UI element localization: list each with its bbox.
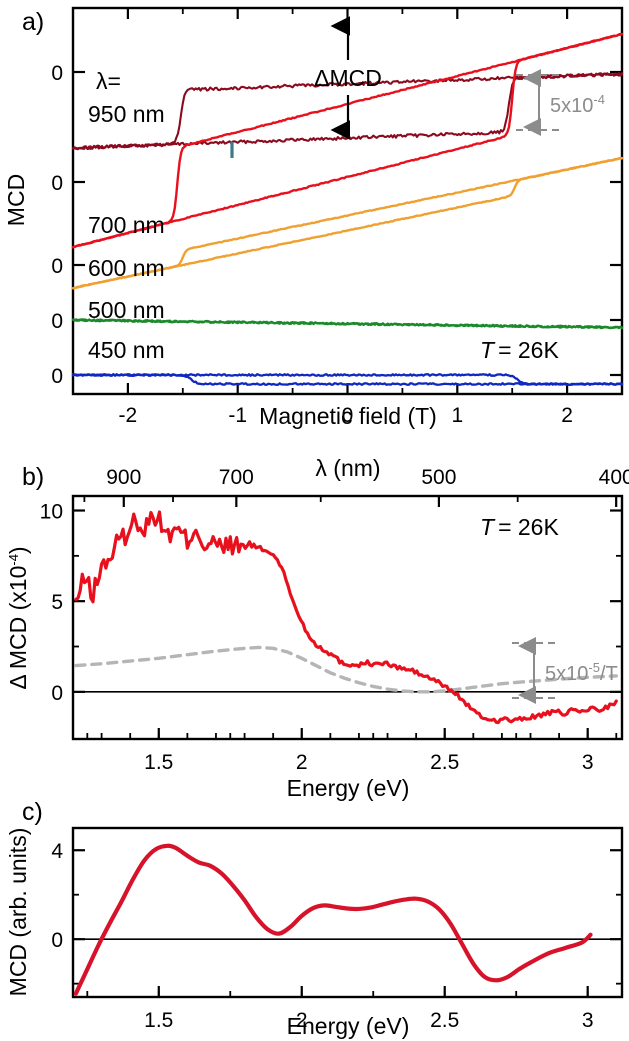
panel-b-temperature: T = 26K: [480, 514, 559, 540]
panel-c-xlabel: Energy (eV): [287, 1013, 410, 1039]
panel-b-delta-mcd-curve: [74, 510, 618, 725]
panel-b-ytick-labels: 10 5 0: [40, 501, 63, 705]
delta-mcd-annotation: ΔMCD: [314, 16, 382, 140]
panel-a-ticks: [72, 8, 623, 394]
lambda-equals-label: λ=: [96, 68, 121, 94]
panel-b-toptick-labels: 900 700 500 400: [106, 466, 629, 489]
panel-b-frame: [71, 494, 624, 741]
series-label-950nm: 950 nm: [88, 101, 165, 127]
panel-c-ytick-labels: 40: [51, 840, 63, 952]
panel-b-ticks: [73, 496, 622, 739]
series-label-450nm: 450 nm: [88, 337, 165, 363]
tick-label: 5: [51, 591, 63, 614]
tick-label: 3: [582, 1009, 594, 1032]
panel-b-xlabel: Energy (eV): [287, 775, 410, 801]
panel-c-curves: [73, 843, 593, 996]
series-label-600nm: 600 nm: [88, 255, 165, 281]
series-label-700nm: 700 nm: [88, 212, 165, 238]
panel-b-label: b): [22, 463, 44, 491]
curve-500nm: [71, 318, 624, 330]
panel-a-xlabel: Magnetic field (T): [259, 403, 437, 429]
curve-450nm: [71, 373, 624, 386]
tick-label: 2.5: [430, 1009, 459, 1032]
panel-a-ytick-labels: 0 0 0 0 0: [51, 62, 63, 388]
panel-b: b) 1.5 2 2.5 3 10 5 0 900 700 500 400 Energy (eV…: [5, 455, 629, 801]
tick-label: 400: [599, 466, 629, 489]
panel-b-background-curve: [74, 645, 618, 694]
panel-c-label: c): [22, 798, 43, 826]
tick-label: 1.5: [144, 1009, 173, 1032]
tick-label: 0: [51, 682, 63, 705]
delta-mcd-label: ΔMCD: [314, 65, 382, 91]
panel-c-mcd-curve: [73, 843, 593, 996]
panel-c-ylabel: MCD (arb. units): [5, 828, 31, 997]
tick-label: 2: [561, 404, 573, 427]
tick-label: 2.5: [430, 751, 459, 774]
tick-label: 4: [51, 840, 63, 863]
panel-c: c) 1.5 2 2.5 3 40 Energy (eV) MCD (arb. uni…: [5, 798, 624, 1039]
tick-label: 2: [296, 1009, 308, 1032]
tick-label: 0: [51, 310, 63, 333]
tick-label: 900: [106, 466, 141, 489]
scalebar-panel-a: 5x10-4: [516, 69, 605, 136]
tick-label: 500: [421, 466, 456, 489]
tick-label: 0: [51, 365, 63, 388]
panel-c-xtick-labels: 1.5 2 2.5 3: [144, 1009, 593, 1032]
tick-label: 0: [51, 62, 63, 85]
panel-b-toplabel: λ (nm): [315, 455, 380, 481]
panel-b-ylabel: Δ MCD (x10-4): [5, 546, 31, 689]
tick-label: 2: [296, 751, 308, 774]
panel-a-temperature: T = 26K: [480, 337, 559, 363]
tick-label: 700: [219, 466, 254, 489]
scalebar-b-label: 5x10-5/T: [545, 660, 618, 685]
tick-label: 0: [51, 929, 63, 952]
tick-label: -2: [119, 404, 138, 427]
tick-label: 3: [582, 751, 594, 774]
tick-label: 0: [342, 404, 354, 427]
tick-label: -1: [228, 404, 247, 427]
curve-600nm: [71, 156, 624, 290]
panel-a-ylabel: MCD: [3, 174, 29, 226]
scalebar-panel-b: 5x10-5/T: [512, 637, 618, 704]
tick-label: 0: [51, 172, 63, 195]
panel-a-xtick-labels: -2 -1 0 1 2: [119, 404, 573, 427]
tick-label: 1: [451, 404, 463, 427]
panel-b-curves: [74, 510, 618, 725]
panel-c-frame: [71, 826, 624, 999]
scalebar-a-label: 5x10-4: [550, 92, 605, 117]
tick-label: 0: [51, 255, 63, 278]
panel-a-label: a): [22, 8, 44, 36]
tick-label: 10: [40, 501, 63, 524]
panel-b-xtick-labels: 1.5 2 2.5 3: [144, 751, 593, 774]
series-label-500nm: 500 nm: [88, 297, 165, 323]
tick-label: 1.5: [144, 751, 173, 774]
